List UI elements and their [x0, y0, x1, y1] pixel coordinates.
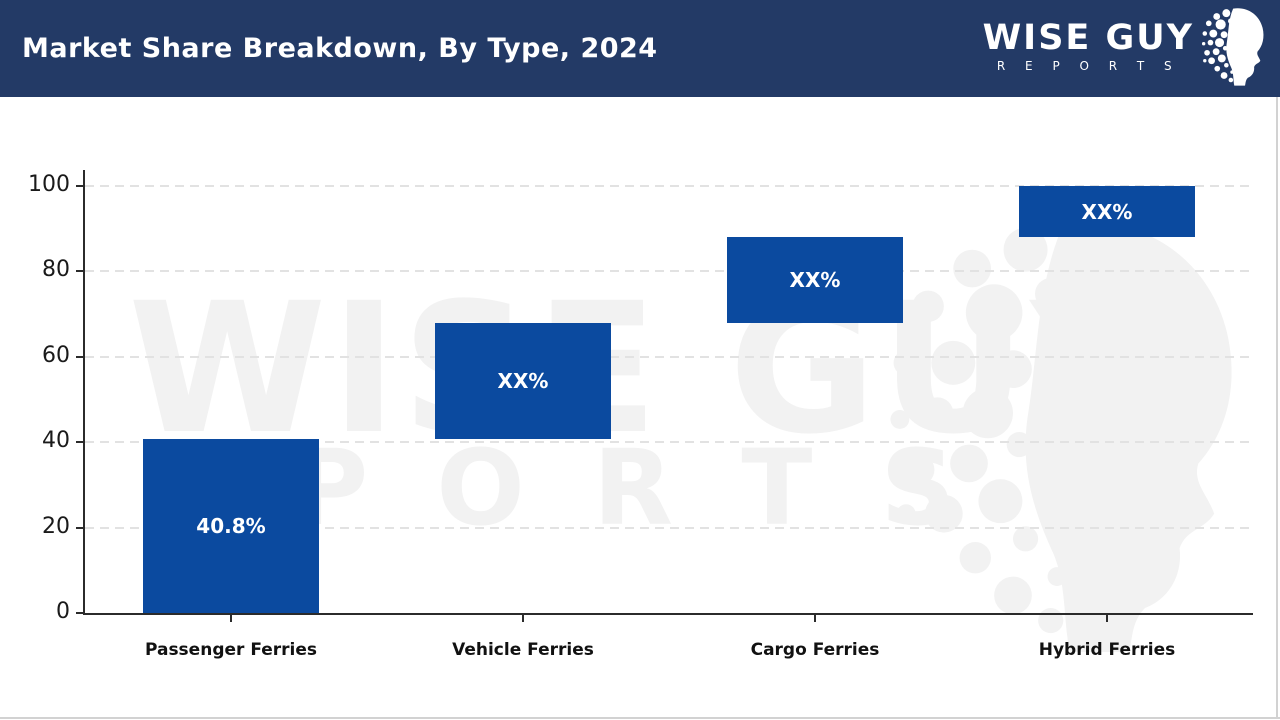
y-tick-0 — [76, 612, 85, 614]
y-tick-20 — [76, 526, 85, 529]
x-category-label: Hybrid Ferries — [1038, 640, 1176, 660]
bar-3 — [727, 237, 903, 323]
chart-area: WISE GUY P O R T S 0 20 40 60 80 100 40.8% Pass… — [0, 97, 1280, 720]
bar-value-label: XX% — [1081, 199, 1133, 224]
gridline-20 — [85, 526, 1253, 529]
brand-logo-text: WISE GUY R E P O R T S — [983, 19, 1194, 73]
bar-value-label: XX% — [497, 368, 549, 393]
y-tick-label-80: 80 — [42, 257, 70, 283]
bar-1 — [143, 438, 319, 613]
y-tick-80 — [76, 270, 85, 273]
bar-2 — [435, 322, 611, 439]
x-tick-2 — [522, 613, 524, 622]
watermark-reports-text: P O R T S — [292, 427, 972, 549]
bar-4 — [1019, 186, 1195, 238]
x-tick-1 — [230, 613, 232, 622]
y-tick-label-0: 0 — [56, 599, 70, 624]
x-tick-4 — [1106, 613, 1108, 622]
watermark-face-dots-icon — [890, 222, 1232, 652]
bar-value-label: XX% — [789, 267, 841, 292]
page-title: Market Share Breakdown, By Type, 2024 — [22, 33, 658, 64]
gridline-60 — [85, 355, 1253, 358]
gridline-80 — [85, 270, 1253, 273]
x-tick-3 — [814, 613, 816, 622]
figure-border-bottom — [0, 717, 1280, 719]
y-tick-label-40: 40 — [42, 428, 70, 454]
face-dots-icon — [1201, 8, 1264, 86]
brand-subname: R E P O R T S — [996, 59, 1180, 73]
brand-logo: WISE GUY R E P O R T S — [983, 6, 1266, 86]
y-tick-label-100: 100 — [28, 172, 70, 197]
figure-border-right — [1276, 97, 1278, 719]
x-category-label: Passenger Ferries — [144, 640, 318, 660]
y-tick-100 — [76, 185, 85, 187]
gridline-40 — [85, 441, 1253, 444]
y-tick-60 — [76, 355, 85, 358]
x-axis-line — [83, 613, 1253, 615]
brand-name: WISE GUY — [982, 18, 1194, 58]
x-category-label: Cargo Ferries — [750, 640, 880, 660]
y-tick-40 — [76, 441, 85, 444]
y-tick-label-20: 20 — [42, 513, 70, 539]
y-tick-label-60: 60 — [42, 342, 70, 368]
header-bar: Market Share Breakdown, By Type, 2024 WI… — [0, 0, 1280, 97]
bar-value-label: 40.8% — [196, 513, 266, 538]
gridline-100 — [85, 185, 1253, 187]
y-axis-line — [83, 170, 85, 615]
x-category-label: Vehicle Ferries — [452, 640, 594, 660]
